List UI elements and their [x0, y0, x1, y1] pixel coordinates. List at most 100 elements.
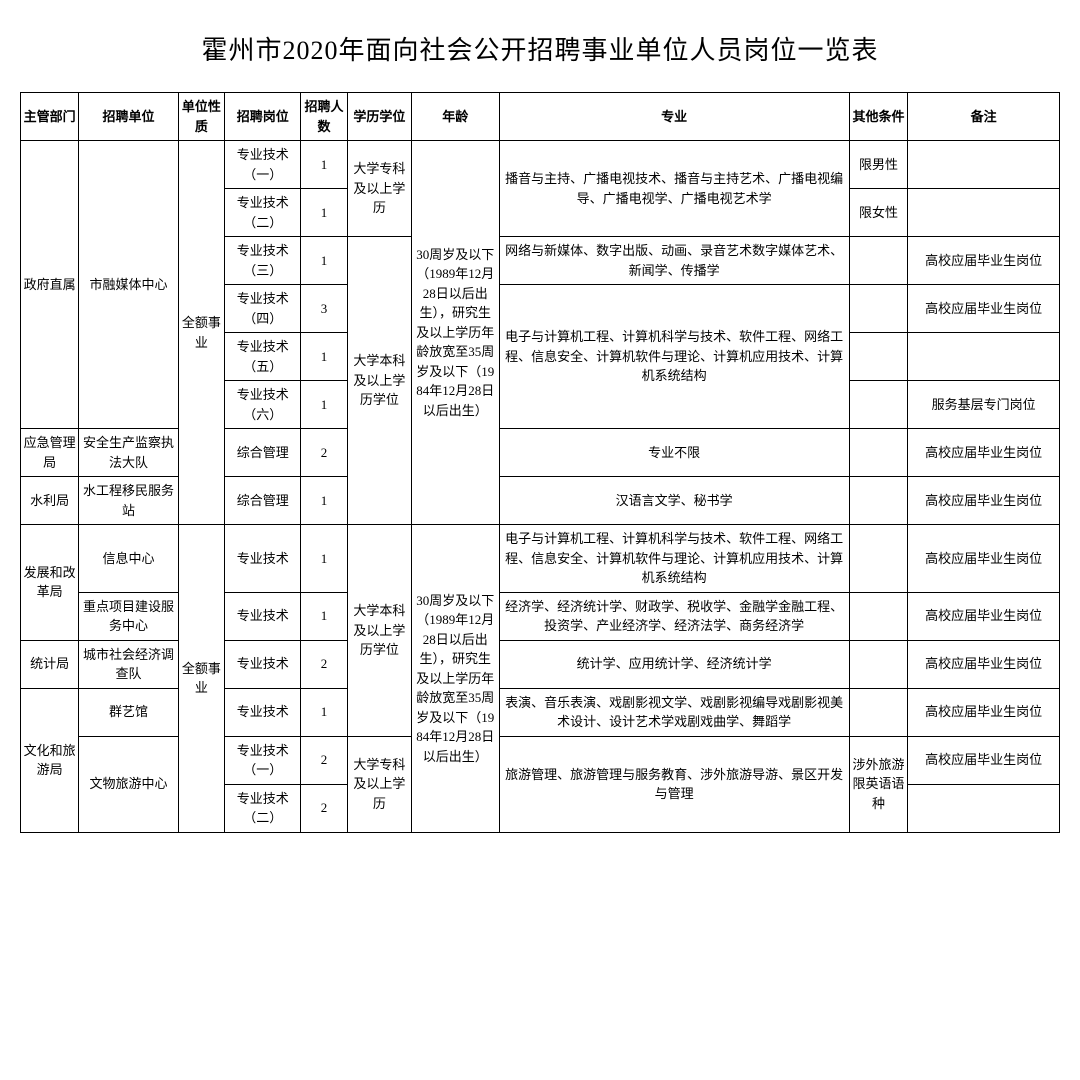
count-cell: 1 — [301, 237, 348, 285]
other-cell: 限女性 — [849, 189, 907, 237]
count-cell: 1 — [301, 688, 348, 736]
remark-cell: 高校应届毕业生岗位 — [908, 736, 1060, 784]
other-cell — [849, 688, 907, 736]
dept-cell: 统计局 — [21, 640, 79, 688]
table-row: 水利局 水工程移民服务站 综合管理 1 汉语言文学、秘书学 高校应届毕业生岗位 — [21, 477, 1060, 525]
other-cell — [849, 592, 907, 640]
major-cell: 播音与主持、广播电视技术、播音与主持艺术、广播电视编导、广播电视学、广播电视艺术… — [499, 141, 849, 237]
major-cell: 表演、音乐表演、戏剧影视文学、戏剧影视编导戏剧影视美术设计、设计艺术学戏剧戏曲学… — [499, 688, 849, 736]
unit-cell: 信息中心 — [79, 525, 178, 593]
table-row: 应急管理局 安全生产监察执法大队 综合管理 2 专业不限 高校应届毕业生岗位 — [21, 429, 1060, 477]
remark-cell: 高校应届毕业生岗位 — [908, 285, 1060, 333]
unit-cell: 城市社会经济调查队 — [79, 640, 178, 688]
count-cell: 1 — [301, 381, 348, 429]
post-cell: 综合管理 — [225, 477, 301, 525]
post-cell: 专业技术（四） — [225, 285, 301, 333]
col-edu: 学历学位 — [347, 93, 411, 141]
edu-cell: 大学本科及以上学历学位 — [347, 237, 411, 525]
other-cell — [849, 429, 907, 477]
post-cell: 专业技术（一） — [225, 736, 301, 784]
count-cell: 2 — [301, 784, 348, 832]
age-cell: 30周岁及以下（1989年12月28日以后出生），研究生及以上学历年龄放宽至35… — [412, 525, 500, 833]
dept-cell: 政府直属 — [21, 141, 79, 429]
major-cell: 统计学、应用统计学、经济统计学 — [499, 640, 849, 688]
other-cell — [849, 525, 907, 593]
unit-cell: 群艺馆 — [79, 688, 178, 736]
remark-cell: 高校应届毕业生岗位 — [908, 592, 1060, 640]
count-cell: 1 — [301, 189, 348, 237]
other-cell — [849, 237, 907, 285]
remark-cell: 服务基层专门岗位 — [908, 381, 1060, 429]
post-cell: 专业技术（六） — [225, 381, 301, 429]
count-cell: 1 — [301, 592, 348, 640]
col-post: 招聘岗位 — [225, 93, 301, 141]
table-row: 重点项目建设服务中心 专业技术 1 经济学、经济统计学、财政学、税收学、金融学金… — [21, 592, 1060, 640]
count-cell: 2 — [301, 736, 348, 784]
count-cell: 3 — [301, 285, 348, 333]
table-row: 文化和旅游局 群艺馆 专业技术 1 表演、音乐表演、戏剧影视文学、戏剧影视编导戏… — [21, 688, 1060, 736]
remark-cell: 高校应届毕业生岗位 — [908, 429, 1060, 477]
count-cell: 1 — [301, 333, 348, 381]
major-cell: 网络与新媒体、数字出版、动画、录音艺术数字媒体艺术、新闻学、传播学 — [499, 237, 849, 285]
col-remark: 备注 — [908, 93, 1060, 141]
remark-cell — [908, 141, 1060, 189]
recruitment-table: 主管部门 招聘单位 单位性质 招聘岗位 招聘人数 学历学位 年龄 专业 其他条件… — [20, 92, 1060, 833]
dept-cell: 发展和改革局 — [21, 525, 79, 641]
post-cell: 专业技术（二） — [225, 189, 301, 237]
remark-cell: 高校应届毕业生岗位 — [908, 237, 1060, 285]
unit-cell: 市融媒体中心 — [79, 141, 178, 429]
remark-cell — [908, 333, 1060, 381]
count-cell: 1 — [301, 141, 348, 189]
table-row: 政府直属 市融媒体中心 全额事业 专业技术（一） 1 大学专科及以上学历 30周… — [21, 141, 1060, 189]
other-cell — [849, 333, 907, 381]
remark-cell — [908, 189, 1060, 237]
remark-cell — [908, 784, 1060, 832]
nature-cell: 全额事业 — [178, 525, 225, 833]
unit-cell: 文物旅游中心 — [79, 736, 178, 832]
other-cell — [849, 640, 907, 688]
post-cell: 专业技术（三） — [225, 237, 301, 285]
col-other: 其他条件 — [849, 93, 907, 141]
unit-cell: 安全生产监察执法大队 — [79, 429, 178, 477]
edu-cell: 大学专科及以上学历 — [347, 736, 411, 832]
post-cell: 专业技术 — [225, 525, 301, 593]
col-age: 年龄 — [412, 93, 500, 141]
count-cell: 1 — [301, 525, 348, 593]
unit-cell: 水工程移民服务站 — [79, 477, 178, 525]
post-cell: 专业技术（二） — [225, 784, 301, 832]
dept-cell: 水利局 — [21, 477, 79, 525]
major-cell: 经济学、经济统计学、财政学、税收学、金融学金融工程、投资学、产业经济学、经济法学… — [499, 592, 849, 640]
age-cell: 30周岁及以下（1989年12月28日以后出生），研究生及以上学历年龄放宽至35… — [412, 141, 500, 525]
post-cell: 专业技术 — [225, 640, 301, 688]
table-row: 统计局 城市社会经济调查队 专业技术 2 统计学、应用统计学、经济统计学 高校应… — [21, 640, 1060, 688]
count-cell: 2 — [301, 640, 348, 688]
other-cell — [849, 381, 907, 429]
post-cell: 专业技术（一） — [225, 141, 301, 189]
other-cell: 涉外旅游限英语语种 — [849, 736, 907, 832]
post-cell: 综合管理 — [225, 429, 301, 477]
major-cell: 电子与计算机工程、计算机科学与技术、软件工程、网络工程、信息安全、计算机软件与理… — [499, 285, 849, 429]
col-dept: 主管部门 — [21, 93, 79, 141]
table-row: 文物旅游中心 专业技术（一） 2 大学专科及以上学历 旅游管理、旅游管理与服务教… — [21, 736, 1060, 784]
other-cell — [849, 477, 907, 525]
dept-cell: 文化和旅游局 — [21, 688, 79, 832]
post-cell: 专业技术 — [225, 688, 301, 736]
major-cell: 电子与计算机工程、计算机科学与技术、软件工程、网络工程、信息安全、计算机软件与理… — [499, 525, 849, 593]
table-row: 发展和改革局 信息中心 全额事业 专业技术 1 大学本科及以上学历学位 30周岁… — [21, 525, 1060, 593]
col-count: 招聘人数 — [301, 93, 348, 141]
other-cell: 限男性 — [849, 141, 907, 189]
other-cell — [849, 285, 907, 333]
post-cell: 专业技术（五） — [225, 333, 301, 381]
dept-cell: 应急管理局 — [21, 429, 79, 477]
edu-cell: 大学专科及以上学历 — [347, 141, 411, 237]
major-cell: 专业不限 — [499, 429, 849, 477]
post-cell: 专业技术 — [225, 592, 301, 640]
remark-cell: 高校应届毕业生岗位 — [908, 688, 1060, 736]
count-cell: 1 — [301, 477, 348, 525]
unit-cell: 重点项目建设服务中心 — [79, 592, 178, 640]
nature-cell: 全额事业 — [178, 141, 225, 525]
table-header-row: 主管部门 招聘单位 单位性质 招聘岗位 招聘人数 学历学位 年龄 专业 其他条件… — [21, 93, 1060, 141]
remark-cell: 高校应届毕业生岗位 — [908, 640, 1060, 688]
count-cell: 2 — [301, 429, 348, 477]
major-cell: 汉语言文学、秘书学 — [499, 477, 849, 525]
